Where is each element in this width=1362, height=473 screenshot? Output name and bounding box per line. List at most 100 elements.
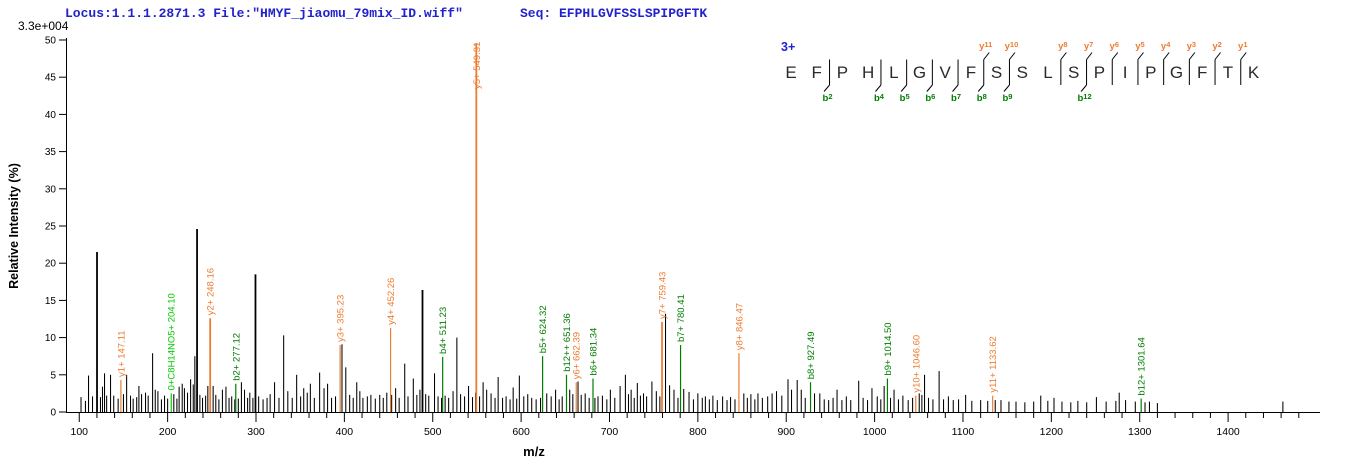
b-fragment-hook bbox=[1080, 84, 1087, 92]
sequence-header-label: Seq: EFPHLGVFSSLSPIPGFTK bbox=[520, 6, 708, 21]
peak-ion-label: b6+ 681.34 bbox=[588, 328, 599, 376]
peak-ion-label: b8+ 927.49 bbox=[806, 331, 817, 379]
x-axis-title: m/z bbox=[523, 444, 545, 459]
fragment-ion-label: y10 bbox=[1005, 40, 1019, 52]
y-fragment-hook bbox=[1060, 52, 1067, 60]
peak-ion-label: 0+C8H14NO5+ 204.10 bbox=[167, 293, 178, 390]
b-fragment-hook bbox=[1003, 84, 1010, 92]
fragment-ion-label: b2 bbox=[823, 92, 833, 104]
fragment-ion-label: b8 bbox=[977, 92, 987, 104]
peak-ion-label: y7+ 759.43 bbox=[658, 272, 669, 319]
y-tick-label: 40 bbox=[45, 110, 57, 121]
precursor-charge-label: 3+ bbox=[781, 40, 795, 54]
residue-letter: F bbox=[812, 63, 822, 82]
x-tick-label: 1300 bbox=[1128, 426, 1152, 438]
residue-letter: G bbox=[1170, 63, 1183, 82]
fragment-ion-label: b7 bbox=[951, 92, 961, 104]
x-tick-label: 600 bbox=[512, 426, 530, 438]
residue-letter: F bbox=[1197, 63, 1207, 82]
fragment-ion-label: y5 bbox=[1135, 40, 1144, 52]
y-tick-label: 10 bbox=[45, 333, 57, 344]
peak-ion-label: y8+ 846.47 bbox=[734, 303, 745, 350]
residue-letter: P bbox=[1094, 63, 1105, 82]
residue-letter: P bbox=[837, 63, 848, 82]
y-fragment-hook bbox=[1214, 52, 1221, 60]
fragment-ion-label: y11 bbox=[979, 40, 992, 52]
y-tick-label: 5 bbox=[50, 370, 56, 381]
residue-letter: L bbox=[889, 63, 898, 82]
x-tick-label: 500 bbox=[424, 426, 442, 438]
x-tick-label: 1200 bbox=[1040, 426, 1064, 438]
peak-ion-label: y10+ 1046.60 bbox=[911, 335, 922, 393]
residue-letter: G bbox=[913, 63, 926, 82]
y-tick-label: 35 bbox=[45, 147, 57, 158]
b-fragment-hook bbox=[823, 84, 830, 92]
x-tick-label: 300 bbox=[247, 426, 265, 438]
peak-ion-label: y4+ 452.26 bbox=[386, 278, 397, 325]
residue-letter: L bbox=[1043, 63, 1052, 82]
peak-ion-label: b9+ 1014.50 bbox=[883, 322, 894, 375]
y-fragment-hook bbox=[1137, 52, 1144, 60]
residue-letter: F bbox=[966, 63, 976, 82]
residue-letter: T bbox=[1223, 63, 1233, 82]
y-fragment-hook bbox=[1240, 52, 1247, 60]
b-fragment-hook bbox=[875, 84, 882, 92]
x-tick-label: 100 bbox=[70, 426, 88, 438]
x-tick-label: 1000 bbox=[863, 426, 887, 438]
peak-ion-label: y5+ 549.31 bbox=[472, 42, 483, 89]
fragment-ion-label: y1 bbox=[1238, 40, 1247, 52]
y-tick-label: 45 bbox=[45, 73, 57, 84]
residue-letter: K bbox=[1248, 63, 1260, 82]
residue-letter: I bbox=[1123, 63, 1128, 82]
peak-ion-label: b4+ 511.23 bbox=[438, 307, 449, 354]
y-tick-label: 20 bbox=[45, 259, 57, 270]
peak-ion-label: y2+ 248.16 bbox=[206, 268, 217, 315]
fragment-ion-label: y4 bbox=[1161, 40, 1171, 52]
residue-letter: S bbox=[1068, 63, 1079, 82]
x-tick-label: 900 bbox=[777, 426, 795, 438]
peak-ion-label: b2+ 277.12 bbox=[231, 333, 242, 381]
y-fragment-hook bbox=[983, 52, 990, 60]
fragment-ion-label: y8 bbox=[1058, 40, 1067, 52]
b-fragment-hook bbox=[926, 84, 933, 92]
x-tick-label: 800 bbox=[689, 426, 707, 438]
fragment-ion-label: y2 bbox=[1212, 40, 1221, 52]
fragment-ion-label: b4 bbox=[874, 92, 885, 104]
peak-ion-label: b5+ 624.32 bbox=[538, 305, 549, 353]
peak-ion-label: b12++ 651.36 bbox=[562, 313, 573, 372]
x-tick-label: 1100 bbox=[952, 426, 975, 438]
residue-letter: S bbox=[991, 63, 1002, 82]
peak-ion-label: y11+ 1133.62 bbox=[988, 336, 999, 392]
residue-letter: E bbox=[785, 63, 796, 82]
x-tick-label: 400 bbox=[336, 426, 354, 438]
fragment-ion-label: b12 bbox=[1077, 92, 1091, 104]
y-fragment-hook bbox=[1086, 52, 1093, 60]
y-tick-label: 0 bbox=[50, 408, 56, 419]
y-tick-label: 50 bbox=[45, 36, 57, 47]
fragment-ion-label: y3 bbox=[1187, 40, 1196, 52]
peak-ion-label: b12+ 1301.64 bbox=[1137, 337, 1148, 395]
locus-file-label: Locus:1.1.1.2871.3 File:"HMYF_jiaomu_79m… bbox=[65, 6, 463, 21]
fragment-ion-label: b6 bbox=[925, 92, 935, 104]
residue-letter: H bbox=[862, 63, 874, 82]
residue-letter: P bbox=[1145, 63, 1156, 82]
y-fragment-hook bbox=[1111, 52, 1119, 60]
b-fragment-hook bbox=[977, 84, 985, 92]
fragment-ion-label: b9 bbox=[1002, 92, 1012, 104]
b-fragment-hook bbox=[900, 84, 908, 92]
residue-letter: S bbox=[1017, 63, 1028, 82]
y-fragment-hook bbox=[1163, 52, 1170, 60]
fragment-ion-label: y7 bbox=[1084, 40, 1093, 52]
peak-ion-label: y3+ 395.23 bbox=[336, 295, 347, 342]
x-tick-label: 700 bbox=[601, 426, 619, 438]
peak-ion-label: y1+ 147.11 bbox=[116, 330, 127, 377]
y-axis-title: Relative Intensity (%) bbox=[7, 163, 21, 289]
residue-letter: V bbox=[940, 63, 952, 82]
x-tick-label: 1400 bbox=[1216, 426, 1240, 438]
max-intensity-label: 3.3e+004 bbox=[18, 19, 69, 33]
y-tick-label: 25 bbox=[45, 222, 57, 233]
y-tick-label: 15 bbox=[45, 296, 57, 307]
y-fragment-hook bbox=[1188, 52, 1196, 60]
